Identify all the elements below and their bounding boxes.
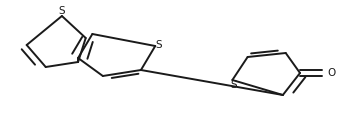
Text: S: S — [231, 80, 237, 90]
Text: S: S — [58, 6, 65, 16]
Text: O: O — [327, 68, 335, 78]
Text: S: S — [155, 40, 162, 50]
